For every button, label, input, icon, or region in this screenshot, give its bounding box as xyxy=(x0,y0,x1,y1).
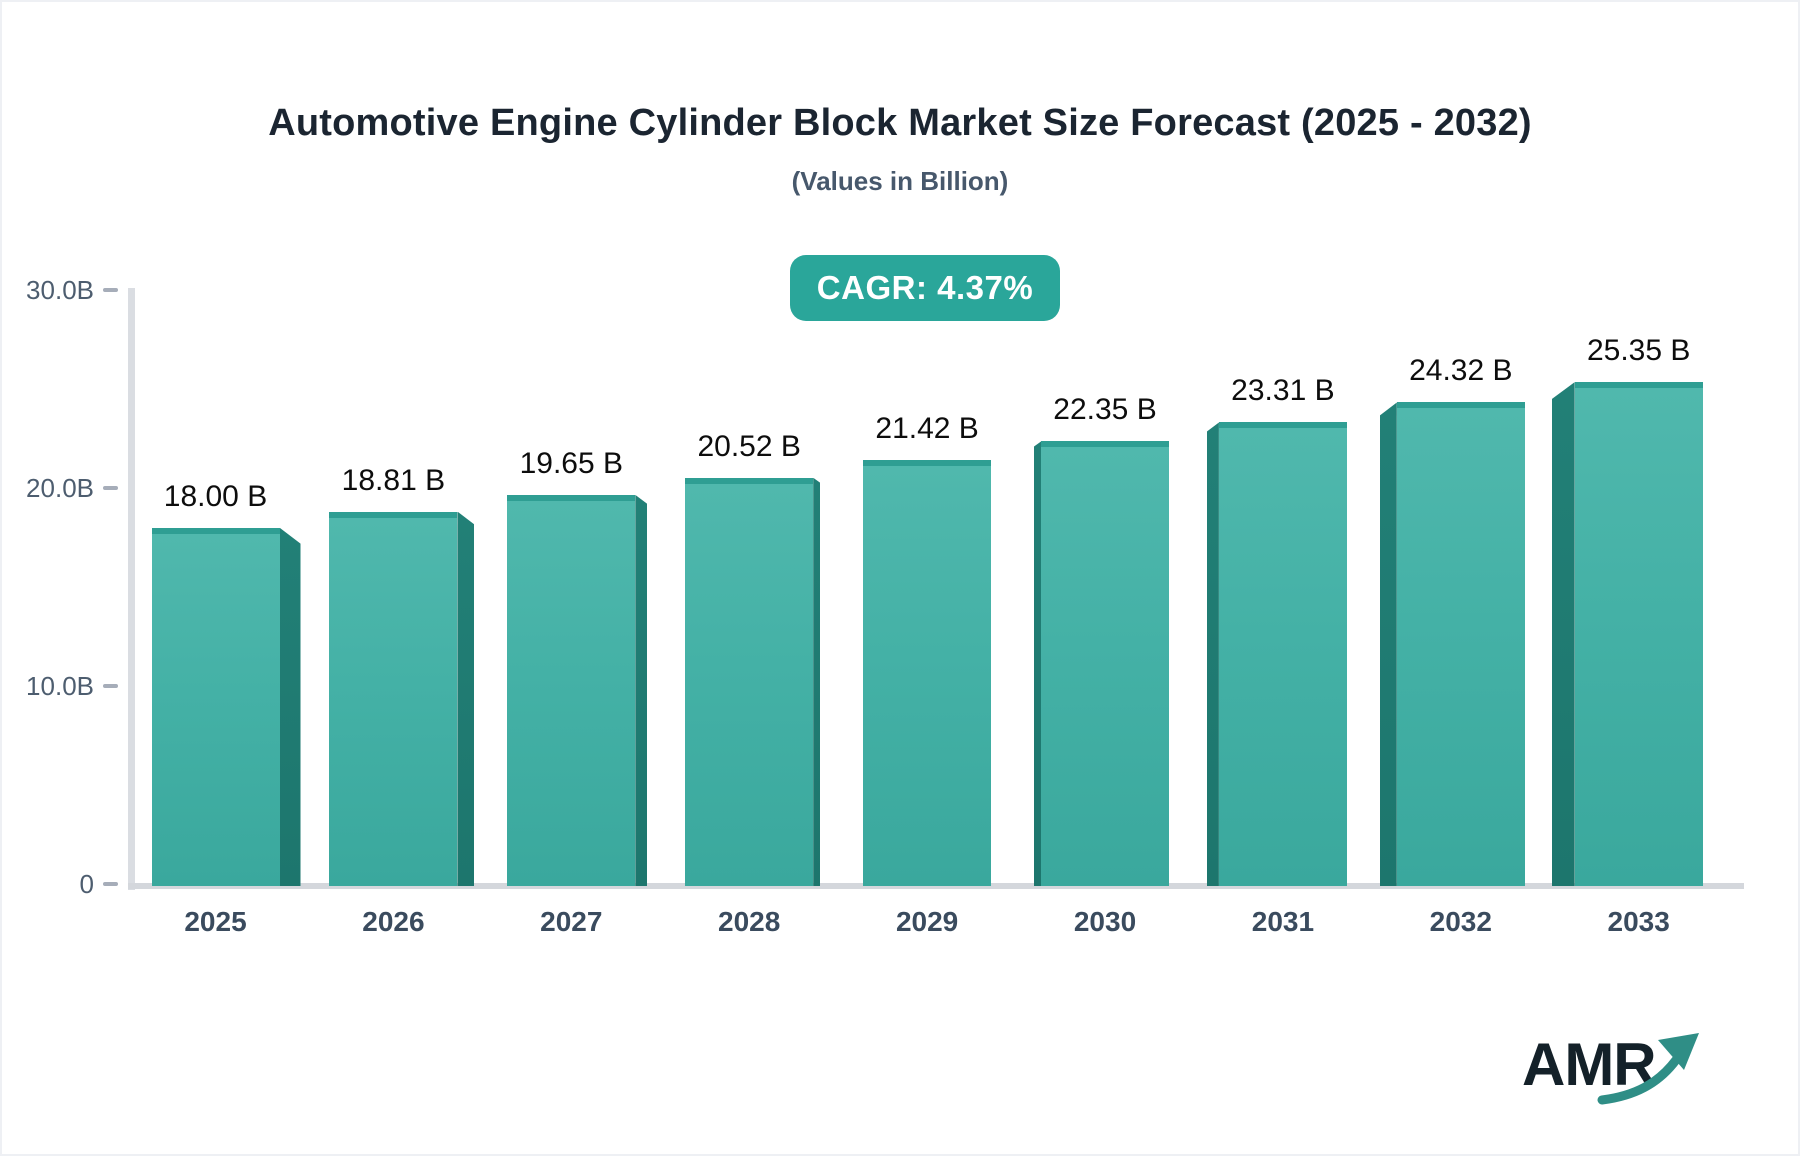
x-tick-label-2029: 2029 xyxy=(895,906,959,937)
bar-2030[interactable] xyxy=(1041,441,1169,886)
bar-value-label: 21.42 B xyxy=(875,411,979,445)
bar-side-panel-2025 xyxy=(279,527,301,886)
bar-2028[interactable] xyxy=(685,477,814,886)
bar-2025[interactable] xyxy=(151,527,280,886)
x-axis-baseline xyxy=(128,883,1744,889)
growth-arrow-icon xyxy=(1597,1033,1699,1105)
x-tick-label-2031: 2031 xyxy=(1251,906,1315,937)
y-tick-mark xyxy=(103,486,118,490)
bar-side-panel-2027 xyxy=(635,494,648,886)
x-tick-label-2027: 2027 xyxy=(540,906,603,937)
bar-side-panel-2033 xyxy=(1551,382,1575,886)
x-tick-label-2032: 2032 xyxy=(1429,906,1492,937)
amr-logo[interactable]: AMR xyxy=(1522,1030,1722,1110)
bar-side-panel-2026 xyxy=(457,511,475,886)
bar-side-panel-2030 xyxy=(1034,441,1041,886)
x-tick-label-2033: 2033 xyxy=(1607,906,1670,937)
bar-2029[interactable] xyxy=(863,459,992,886)
y-tick-mark xyxy=(103,288,118,292)
y-tick-mark xyxy=(103,882,118,886)
bar-side-panel-2031 xyxy=(1206,422,1219,886)
y-tick-label: 30.0B xyxy=(26,275,94,305)
bar-side-panel-2028 xyxy=(813,477,821,886)
cagr-badge: CAGR: 4.37% xyxy=(790,255,1060,321)
bar-value-label: 24.32 B xyxy=(1409,354,1513,388)
bar-value-label: 20.52 B xyxy=(697,429,801,463)
amr-logo-text: AMR xyxy=(1522,1031,1657,1098)
y-axis-line xyxy=(128,288,135,890)
x-tick-label-2028: 2028 xyxy=(718,906,781,937)
bar-value-label: 18.81 B xyxy=(341,463,446,497)
bar-2031[interactable] xyxy=(1218,422,1347,886)
chart-title: Automotive Engine Cylinder Block Market … xyxy=(268,102,1532,144)
x-tick-label-2030: 2030 xyxy=(1073,906,1137,937)
bar-2026[interactable] xyxy=(329,511,458,886)
y-tick-label: 20.0B xyxy=(26,473,94,503)
bar-side-panel-2032 xyxy=(1379,402,1397,886)
x-tick-label-2025: 2025 xyxy=(184,906,247,937)
x-tick-label-2026: 2026 xyxy=(362,906,425,937)
bar-value-label: 18.00 B xyxy=(163,479,268,513)
bar-value-label: 23.31 B xyxy=(1231,374,1335,408)
y-tick-mark xyxy=(103,684,118,688)
bar-value-label: 25.35 B xyxy=(1586,334,1691,368)
y-tick-label: 0 xyxy=(79,869,94,899)
chart-subtitle: (Values in Billion) xyxy=(791,166,1009,196)
bar-2033[interactable] xyxy=(1574,382,1703,886)
bar-2032[interactable] xyxy=(1396,402,1525,886)
bar-2027[interactable] xyxy=(507,494,636,886)
y-tick-label: 10.0B xyxy=(26,671,94,701)
bar-value-label: 19.65 B xyxy=(519,446,624,480)
bar-value-label: 22.35 B xyxy=(1053,393,1157,427)
